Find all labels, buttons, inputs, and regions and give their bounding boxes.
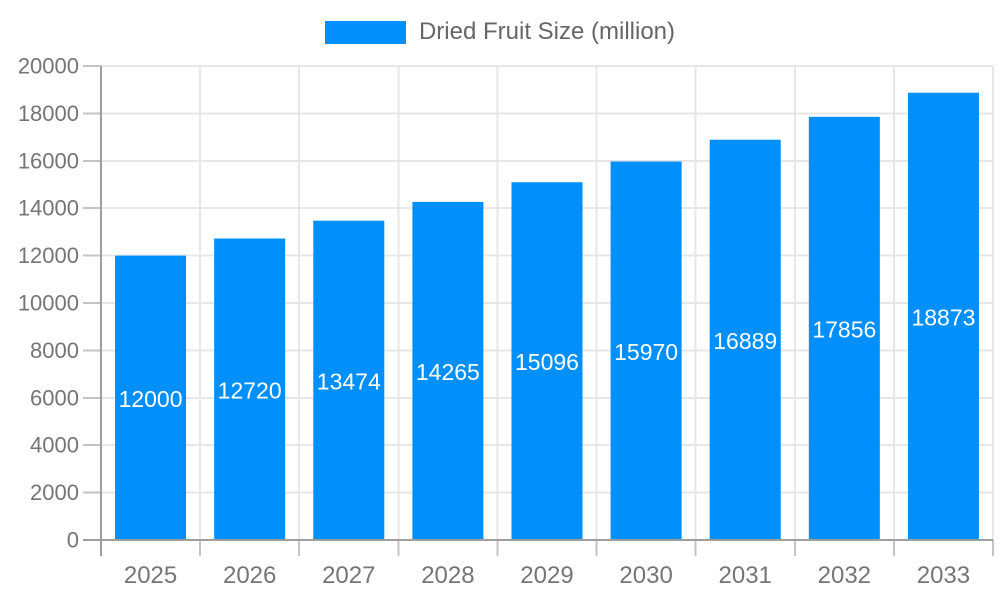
bar-2031 bbox=[709, 139, 781, 540]
x-axis-label: 2026 bbox=[223, 562, 276, 589]
bar-2029 bbox=[511, 182, 583, 540]
bar-value-label: 12720 bbox=[218, 377, 282, 403]
x-axis-label: 2025 bbox=[124, 562, 177, 589]
y-axis-label: 8000 bbox=[30, 338, 79, 363]
y-axis-label: 6000 bbox=[30, 385, 79, 410]
y-axis-label: 14000 bbox=[18, 196, 79, 221]
x-axis-label: 2033 bbox=[917, 562, 970, 589]
y-axis-label: 10000 bbox=[18, 291, 79, 316]
bar-value-label: 14265 bbox=[416, 359, 480, 385]
bar-value-label: 16889 bbox=[713, 328, 777, 354]
bar-value-label: 15970 bbox=[614, 339, 678, 365]
legend-label: Dried Fruit Size (million) bbox=[418, 18, 676, 45]
bar-2028 bbox=[412, 201, 484, 540]
y-axis-label: 20000 bbox=[18, 54, 79, 79]
bar-2027 bbox=[313, 220, 385, 540]
bar-2025 bbox=[115, 255, 187, 540]
y-axis-label: 12000 bbox=[18, 243, 79, 268]
bar-2033 bbox=[907, 92, 979, 540]
bar-value-label: 13474 bbox=[317, 368, 381, 394]
x-axis-label: 2030 bbox=[619, 562, 672, 589]
y-axis-label: 4000 bbox=[30, 433, 79, 458]
y-axis-label: 2000 bbox=[30, 480, 79, 505]
y-axis-label: 18000 bbox=[18, 101, 79, 126]
bar-2032 bbox=[808, 116, 880, 540]
bar-value-label: 17856 bbox=[812, 316, 876, 342]
x-axis-label: 2027 bbox=[322, 562, 375, 589]
x-axis-label: 2031 bbox=[719, 562, 772, 589]
x-axis-label: 2028 bbox=[421, 562, 474, 589]
y-axis-label: 16000 bbox=[18, 148, 79, 173]
legend-swatch bbox=[324, 20, 406, 44]
bar-value-label: 12000 bbox=[119, 386, 183, 412]
bar-2026 bbox=[214, 238, 286, 540]
bar-2030 bbox=[610, 161, 682, 541]
legend[interactable]: Dried Fruit Size (million) bbox=[0, 20, 1000, 44]
x-axis-label: 2032 bbox=[818, 562, 871, 589]
bar-value-label: 15096 bbox=[515, 349, 579, 375]
x-axis-label: 2029 bbox=[520, 562, 573, 589]
bar-value-label: 18873 bbox=[911, 304, 975, 330]
y-axis-label: 0 bbox=[67, 528, 79, 553]
